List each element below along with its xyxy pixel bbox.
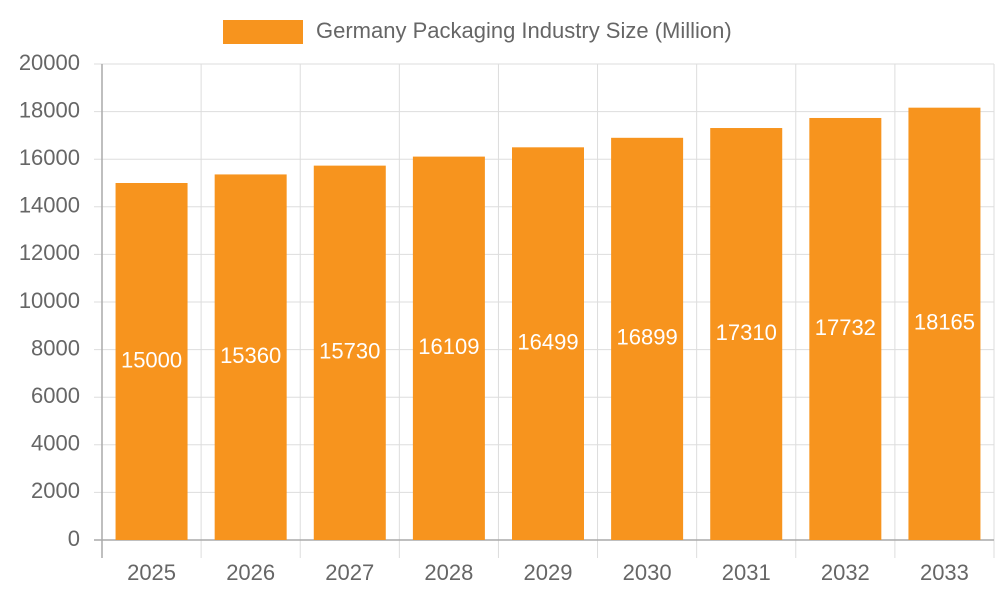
x-tick-label: 2028 <box>424 560 473 585</box>
bar <box>214 174 287 540</box>
value-label: 17310 <box>716 320 777 345</box>
y-tick-label: 20000 <box>19 50 80 75</box>
value-label: 15730 <box>319 339 380 364</box>
bar <box>710 128 783 540</box>
x-tick-label: 2032 <box>821 560 870 585</box>
bar <box>611 137 684 540</box>
value-label: 15000 <box>121 347 182 372</box>
y-tick-label: 18000 <box>19 97 80 122</box>
y-tick-label: 0 <box>68 526 80 551</box>
y-tick-label: 6000 <box>31 383 80 408</box>
value-label: 15360 <box>220 343 281 368</box>
bar <box>809 117 882 541</box>
value-label: 18165 <box>914 310 975 335</box>
bar <box>412 156 485 540</box>
value-label: 16109 <box>418 334 479 359</box>
y-tick-label: 14000 <box>19 193 80 218</box>
x-tick-label: 2025 <box>127 560 176 585</box>
x-tick-label: 2033 <box>920 560 969 585</box>
x-tick-label: 2026 <box>226 560 275 585</box>
y-tick-label: 16000 <box>19 145 80 170</box>
y-tick-label: 10000 <box>19 288 80 313</box>
y-tick-label: 4000 <box>31 431 80 456</box>
x-tick-label: 2027 <box>325 560 374 585</box>
y-tick-label: 8000 <box>31 335 80 360</box>
legend-swatch <box>223 20 303 44</box>
x-tick-label: 2030 <box>623 560 672 585</box>
legend-label: Germany Packaging Industry Size (Million… <box>316 18 732 43</box>
value-label: 16499 <box>517 329 578 354</box>
bar <box>115 183 188 540</box>
value-label: 16899 <box>617 325 678 350</box>
bar <box>313 165 386 540</box>
y-tick-label: 12000 <box>19 240 80 265</box>
value-label: 17732 <box>815 315 876 340</box>
bar <box>512 147 584 541</box>
y-tick-label: 2000 <box>31 478 80 503</box>
x-tick-label: 2029 <box>524 560 573 585</box>
x-tick-label: 2031 <box>722 560 771 585</box>
bar <box>908 107 981 540</box>
